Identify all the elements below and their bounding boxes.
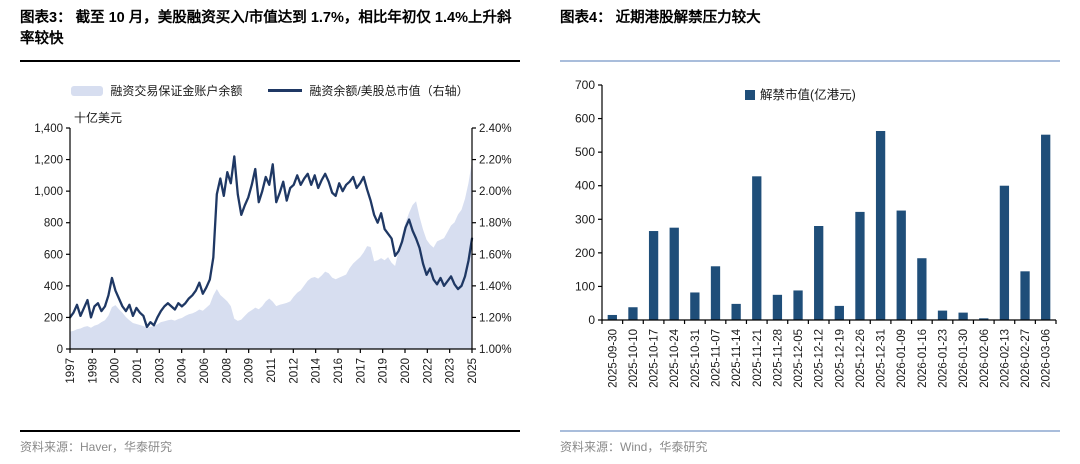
- svg-text:400: 400: [44, 281, 63, 293]
- svg-text:700: 700: [575, 78, 595, 92]
- chart3-legend: 融资交易保证金账户余额 融资余额/美股总市值（右轴）: [20, 82, 520, 99]
- svg-text:1998: 1998: [87, 358, 99, 384]
- svg-text:2020: 2020: [400, 358, 412, 384]
- area-swatch: [71, 85, 104, 96]
- legend-item-area: 融资交易保证金账户余额: [71, 82, 242, 99]
- svg-text:2001: 2001: [132, 358, 144, 384]
- svg-text:2025-12-05: 2025-12-05: [793, 329, 805, 388]
- svg-text:2026-01-23: 2026-01-23: [938, 329, 950, 388]
- svg-text:2026-02-27: 2026-02-27: [1020, 329, 1032, 388]
- svg-text:1.80%: 1.80%: [479, 218, 512, 230]
- svg-text:2026-01-09: 2026-01-09: [896, 329, 908, 388]
- svg-text:2006: 2006: [199, 358, 211, 384]
- svg-text:600: 600: [575, 112, 595, 126]
- svg-text:2.00%: 2.00%: [479, 186, 512, 198]
- chart4-title: 图表4： 近期港股解禁压力较大: [560, 10, 761, 26]
- legend-label-area: 融资交易保证金账户余额: [110, 84, 243, 98]
- svg-text:1.60%: 1.60%: [479, 249, 512, 261]
- svg-text:1.40%: 1.40%: [479, 281, 512, 293]
- svg-text:1,000: 1,000: [34, 186, 63, 198]
- svg-text:2004: 2004: [177, 357, 189, 383]
- chart4-title-rule: [560, 60, 1060, 62]
- svg-text:400: 400: [575, 179, 595, 193]
- svg-text:100: 100: [575, 279, 595, 293]
- svg-text:2008: 2008: [221, 358, 233, 384]
- svg-text:2026-02-06: 2026-02-06: [979, 329, 991, 388]
- svg-text:2025-10-17: 2025-10-17: [649, 329, 661, 388]
- svg-text:2016: 2016: [333, 358, 345, 384]
- legend-item-line: 融资余额/美股总市值（右轴）: [268, 82, 469, 99]
- legend-label-line: 融资余额/美股总市值（右轴）: [309, 84, 469, 98]
- hk-unlock-bar-chart: 0 100 200 300 400 500 600 700 2025-09-30 2025-10-…: [575, 78, 1057, 388]
- svg-text:2025-11-14: 2025-11-14: [731, 328, 743, 387]
- svg-text:1,200: 1,200: [34, 155, 63, 167]
- svg-text:600: 600: [44, 249, 63, 261]
- panel-chart3: 图表3： 截至 10 月，美股融资买入/市值达到 1.7%，相比年初仅 1.4%…: [20, 10, 520, 454]
- svg-text:2025-11-07: 2025-11-07: [711, 329, 723, 387]
- svg-text:1.20%: 1.20%: [479, 312, 512, 324]
- svg-text:2009: 2009: [244, 358, 256, 384]
- svg-text:2025-10-24: 2025-10-24: [669, 328, 681, 387]
- chart3-footer-rule: [20, 430, 520, 432]
- svg-text:1997: 1997: [65, 358, 77, 384]
- svg-text:2025: 2025: [467, 358, 479, 384]
- svg-text:2003: 2003: [154, 358, 166, 384]
- chart4-footer-rule: [560, 430, 1060, 432]
- svg-text:2025-11-21: 2025-11-21: [752, 329, 764, 387]
- svg-text:2025-12-12: 2025-12-12: [814, 329, 826, 388]
- svg-text:2.20%: 2.20%: [479, 155, 512, 167]
- chart3-source: 资料来源：Haver，华泰研究: [20, 440, 173, 454]
- svg-text:0: 0: [57, 344, 63, 356]
- svg-text:2025-12-19: 2025-12-19: [834, 329, 846, 388]
- bar-legend-label: 解禁市值(亿港元): [760, 87, 856, 102]
- panel-chart4: 图表4： 近期港股解禁压力较大 0 100 200 300 400 500 600 700 20…: [540, 0, 1080, 464]
- svg-text:2023: 2023: [445, 358, 457, 384]
- svg-text:2000: 2000: [110, 358, 122, 384]
- svg-text:1,400: 1,400: [34, 123, 63, 135]
- svg-text:200: 200: [44, 312, 63, 324]
- svg-text:0: 0: [588, 313, 595, 327]
- chart4-source: 资料来源：Wind，华泰研究: [560, 440, 708, 454]
- svg-text:2025-12-26: 2025-12-26: [855, 329, 867, 388]
- svg-text:2026-01-30: 2026-01-30: [958, 329, 970, 388]
- margin-balance-chart: 0 200 400 600 800 1,000 1,200 1,400 1.00% 1.20% 1.…: [34, 110, 512, 384]
- svg-text:2026-01-16: 2026-01-16: [917, 329, 929, 388]
- svg-text:2.40%: 2.40%: [479, 123, 512, 135]
- svg-text:2012: 2012: [288, 358, 300, 384]
- svg-text:2017: 2017: [355, 358, 367, 384]
- svg-text:2026-03-06: 2026-03-06: [1041, 329, 1053, 388]
- svg-text:十亿美元: 十亿美元: [74, 110, 122, 125]
- chart3-title-rule: [20, 60, 520, 62]
- svg-text:2026-02-13: 2026-02-13: [999, 329, 1011, 388]
- svg-text:800: 800: [44, 218, 63, 230]
- svg-text:2025-09-30: 2025-09-30: [607, 329, 619, 388]
- svg-text:2025-10-10: 2025-10-10: [628, 329, 640, 388]
- svg-text:2025-10-31: 2025-10-31: [690, 329, 702, 388]
- svg-text:200: 200: [575, 246, 595, 260]
- svg-text:300: 300: [575, 212, 595, 226]
- svg-text:500: 500: [575, 145, 595, 159]
- svg-text:2019: 2019: [378, 358, 390, 384]
- svg-text:2014: 2014: [311, 357, 323, 383]
- svg-text:1.00%: 1.00%: [479, 344, 512, 356]
- svg-text:2025-11-28: 2025-11-28: [772, 329, 784, 387]
- svg-text:2022: 2022: [422, 358, 434, 384]
- chart3-title: 图表3： 截至 10 月，美股融资买入/市值达到 1.7%，相比年初仅 1.4%…: [20, 10, 512, 48]
- line-swatch: [268, 89, 303, 92]
- svg-text:2011: 2011: [266, 358, 278, 383]
- svg-text:2025-12-31: 2025-12-31: [876, 329, 888, 388]
